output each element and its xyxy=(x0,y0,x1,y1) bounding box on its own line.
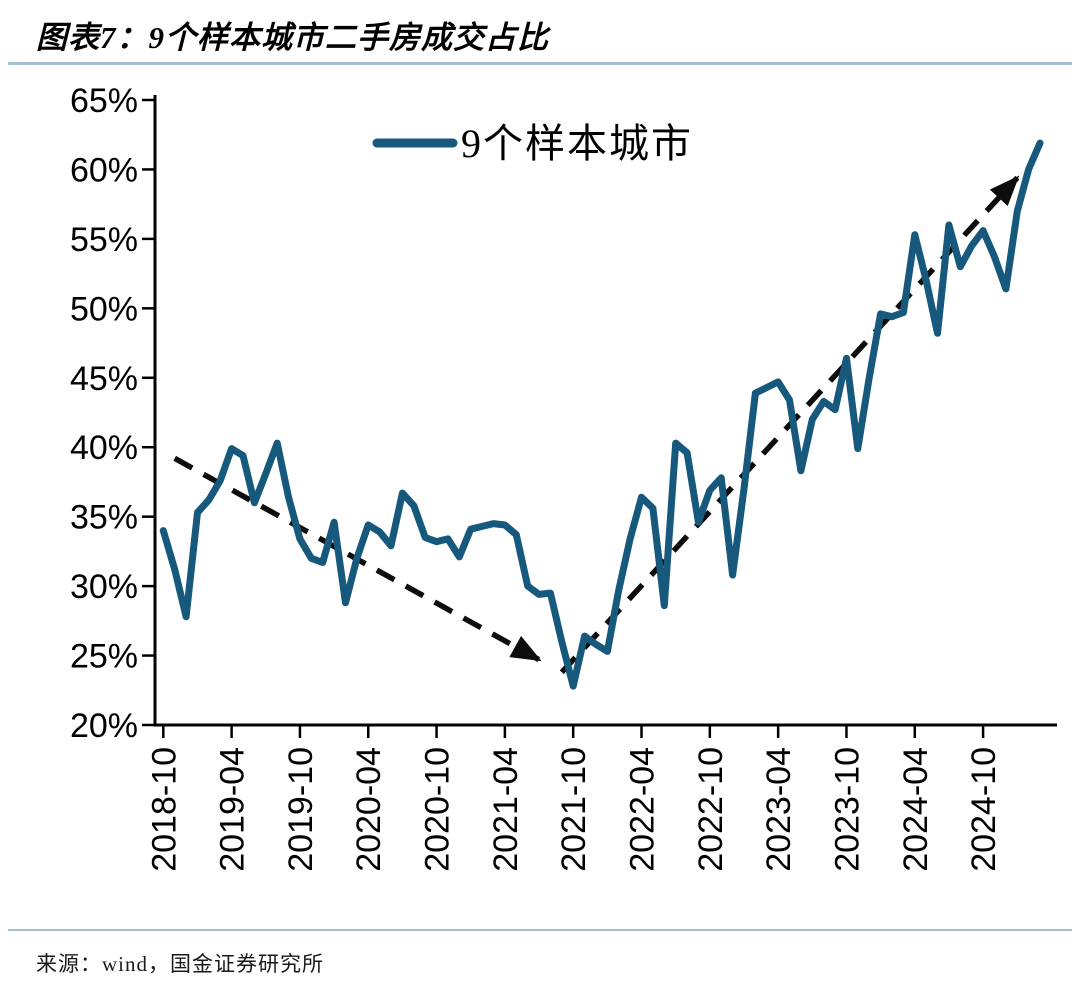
legend-label: 9个样本城市 xyxy=(461,121,693,166)
axes: 20% 25% 30% 35% 40% 45% 50% 55% 60% 65% 2018-10 201… xyxy=(70,82,1057,872)
chart-title: 图表7：9个样本城市二手房成交占比 xyxy=(36,20,549,55)
x-tick-label: 2022-10 xyxy=(692,747,730,872)
y-tick-label: 65% xyxy=(70,82,138,120)
y-tick-label: 45% xyxy=(70,360,138,398)
series-line-9-sample-cities xyxy=(159,139,1044,690)
y-tick-label: 35% xyxy=(70,499,138,537)
x-tick-label: 2021-10 xyxy=(555,747,593,872)
y-tick-label: 20% xyxy=(70,707,138,745)
x-tick-label: 2020-10 xyxy=(419,747,457,872)
y-tick-label: 40% xyxy=(70,429,138,467)
y-tick-label: 55% xyxy=(70,221,138,259)
y-tick-label: 60% xyxy=(70,151,138,189)
footer-divider xyxy=(8,929,1072,931)
x-tick-label: 2019-10 xyxy=(282,747,320,872)
trend-arrow-up xyxy=(559,175,1020,675)
y-tick-label: 25% xyxy=(70,638,138,676)
y-tick-label: 50% xyxy=(70,290,138,328)
x-tick-label: 2018-10 xyxy=(145,747,183,872)
title-divider xyxy=(8,62,1072,65)
x-tick-label: 2022-04 xyxy=(624,747,662,872)
source-note: 来源：wind，国金证券研究所 xyxy=(36,952,324,976)
x-tick-label: 2024-04 xyxy=(897,747,935,872)
x-tick-label: 2019-04 xyxy=(214,747,252,872)
x-tick-label: 2020-04 xyxy=(350,747,388,872)
x-tick-label: 2023-04 xyxy=(760,747,798,872)
x-tick-label: 2024-10 xyxy=(965,747,1003,872)
y-tick-label: 30% xyxy=(70,568,138,606)
x-tick-label: 2023-10 xyxy=(828,747,866,872)
legend: 9个样本城市 xyxy=(372,121,693,166)
x-tick-label: 2021-04 xyxy=(487,747,525,872)
